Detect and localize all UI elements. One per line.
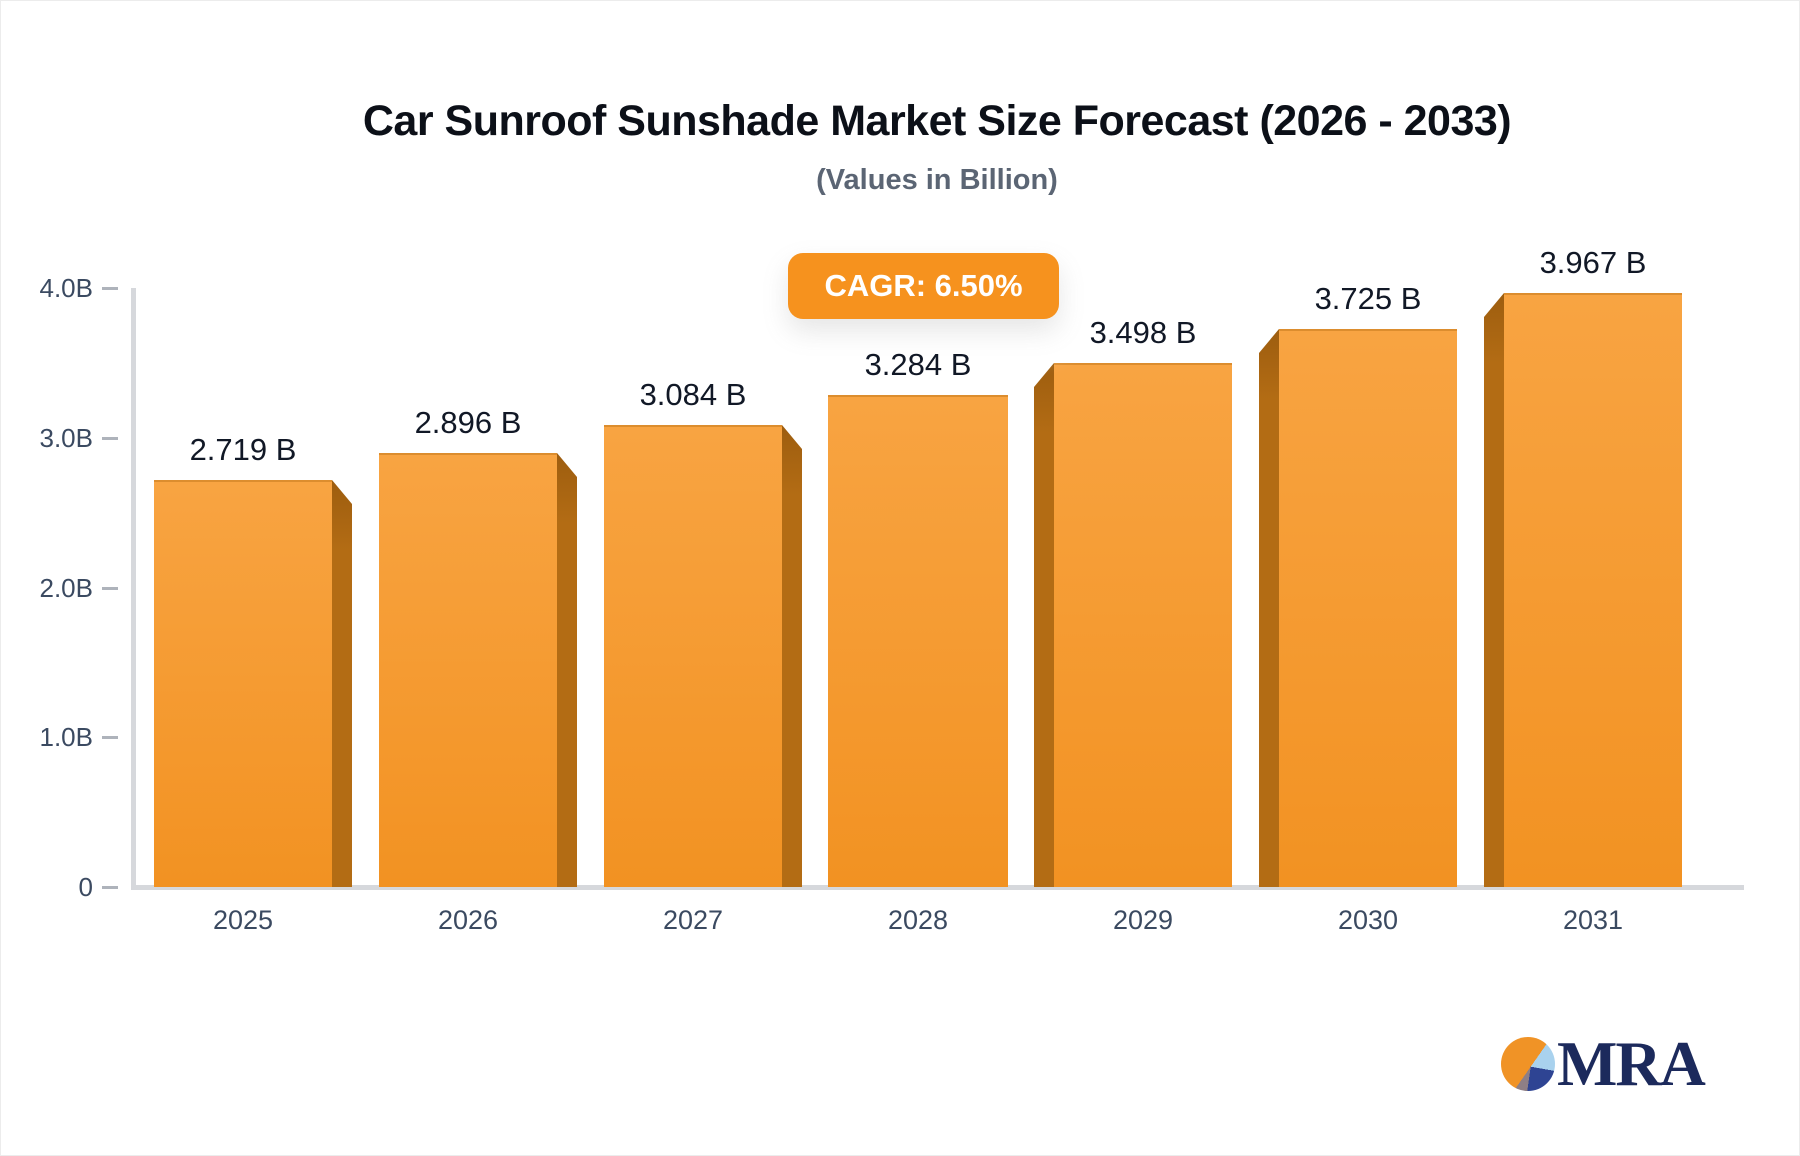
y-tick-dash	[102, 736, 118, 740]
bar-face	[379, 453, 557, 887]
brand-logo-text: MRA	[1557, 1028, 1706, 1099]
bar-3d-side	[1259, 329, 1279, 887]
bar-value-label: 3.967 B	[1539, 245, 1647, 280]
bar-value-label: 2.719 B	[189, 432, 297, 467]
bar-value-label: 2.896 B	[414, 405, 522, 440]
y-tick-dash	[102, 586, 118, 590]
bar-2025	[154, 480, 352, 887]
x-axis-label: 2029	[1112, 905, 1174, 935]
x-axis-line	[131, 885, 1744, 890]
x-axis-label: 2030	[1337, 905, 1399, 935]
x-axis-label: 2031	[1562, 905, 1624, 935]
bar-value-label: 3.284 B	[864, 347, 972, 382]
y-tick-dash	[102, 436, 118, 440]
bar-value-label: 3.084 B	[639, 377, 747, 412]
y-axis-line	[131, 288, 136, 890]
bar-face	[1504, 293, 1682, 887]
chart-title: Car Sunroof Sunshade Market Size Forecas…	[362, 97, 1512, 145]
bar-value-label: 3.498 B	[1089, 315, 1197, 350]
x-axis-label: 2025	[212, 905, 274, 935]
bar-2031	[1484, 293, 1682, 887]
bar-3d-side	[557, 453, 577, 887]
chart-header: Car Sunroof Sunshade Market Size Forecas…	[131, 1, 1743, 197]
brand-logo: MRA	[1501, 1028, 1706, 1099]
bar-face	[828, 395, 1008, 887]
bar-3d-side	[782, 425, 802, 887]
x-axis-label: 2027	[662, 905, 724, 935]
y-tick-dash	[102, 886, 118, 889]
bar-3d-side	[1484, 293, 1504, 887]
bar-face	[154, 480, 332, 887]
bar-3d-side	[332, 480, 352, 887]
y-tick-dash	[102, 287, 118, 290]
y-tick-label: 1.0B	[39, 722, 94, 753]
cagr-badge: CAGR: 6.50%	[788, 253, 1059, 319]
bar-value-label: 3.725 B	[1314, 281, 1422, 316]
y-tick-label: 4.0B	[39, 273, 94, 303]
bar-face	[604, 425, 782, 887]
y-tick-label: 3.0B	[39, 422, 94, 453]
y-tick-label: 2.0B	[39, 572, 94, 603]
bar-2029	[1034, 363, 1232, 887]
y-tick-label: 0	[78, 872, 93, 902]
bar-3d-side	[1034, 363, 1054, 887]
pie-chart-logo-icon	[1501, 1037, 1555, 1091]
bar-2028	[828, 395, 1008, 887]
x-axis-label: 2028	[887, 905, 949, 935]
bar-face	[1279, 329, 1457, 887]
x-axis-label: 2026	[437, 905, 499, 935]
bar-2030	[1259, 329, 1457, 887]
bar-2026	[379, 453, 577, 887]
chart-subtitle: (Values in Billion)	[816, 164, 1058, 196]
bar-face	[1054, 363, 1232, 887]
bar-2027	[604, 425, 802, 887]
